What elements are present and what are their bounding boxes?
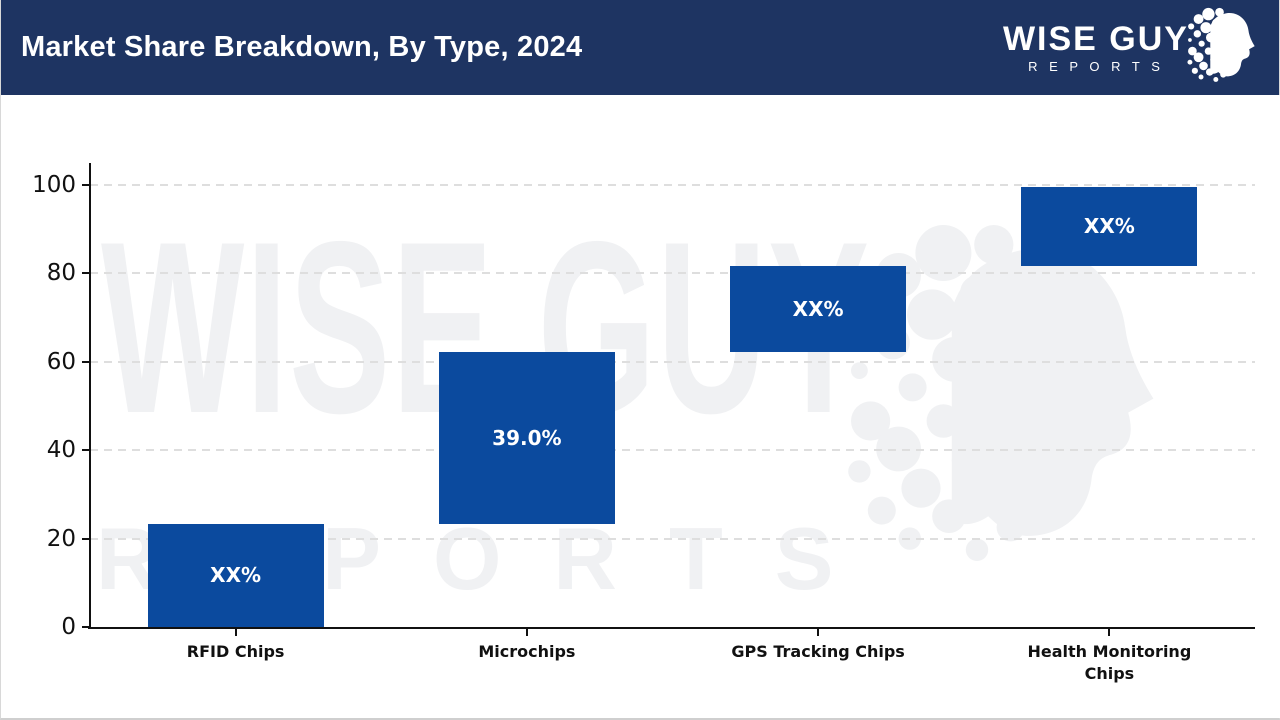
x-tick-mark [1108,629,1111,636]
logo-wordmark-line1: WISE GUY [1002,20,1189,58]
y-tick-label: 100 [32,172,76,198]
y-axis-line [89,163,91,629]
bar-gps-tracking-chips: XX% [730,265,907,352]
wiseguy-logo: WISE GUY R E P O R T S [1003,7,1259,89]
x-category-label: RFID Chips [186,642,285,661]
logo-wordmark-line2: R E P O R T S [1028,59,1164,74]
header: Market Share Breakdown, By Type, 2024 WI… [1,0,1279,95]
x-category-label: Microchips [478,642,576,661]
y-tick-label: 80 [46,260,76,287]
bar-value-label: 39.0% [492,425,562,450]
y-tick-mark [82,449,90,452]
x-tick-mark [817,629,820,636]
x-category-label: GPS Tracking Chips [731,642,905,661]
x-tick-mark [234,629,237,636]
chart-area: WISE GUY REPORTS 0 20 40 60 80 100 XX% 39.0% [1,95,1280,718]
bar-microchips: 39.0% [438,351,615,524]
wiseguy-head-icon [1187,7,1255,82]
gridline-40 [90,449,1255,452]
watermark-head-icon [848,225,1154,561]
y-tick-mark [82,184,90,186]
y-tick-mark [82,626,90,628]
bar-value-label: XX% [792,296,844,321]
y-tick-mark [82,360,90,363]
gridline-20 [90,537,1255,540]
page-title: Market Share Breakdown, By Type, 2024 [21,31,583,63]
y-tick-mark [82,537,90,540]
gridline-100 [90,184,1255,186]
y-tick-label: 0 [61,614,76,640]
bar-value-label: XX% [1083,214,1135,239]
bar-health-monitoring: XX% [1021,186,1198,266]
y-tick-label: 40 [46,437,76,464]
waterfall-chart: 0 20 40 60 80 100 XX% 39.0% XX% XX% RFID Chips Micr… [1,95,1280,718]
y-tick-label: 20 [46,525,76,552]
x-axis-line [88,627,1255,629]
x-tick-mark [525,629,528,636]
y-tick-mark [82,272,90,275]
x-category-label: Health Monitoring Chips [1027,642,1192,683]
y-tick-label: 60 [46,348,76,375]
gridline-80 [90,272,1255,275]
bar-rfid-chips: XX% [147,524,324,627]
bar-value-label: XX% [210,563,262,588]
logo-wordmark: WISE GUY R E P O R T S [1003,22,1189,73]
gridline-60 [90,360,1255,363]
